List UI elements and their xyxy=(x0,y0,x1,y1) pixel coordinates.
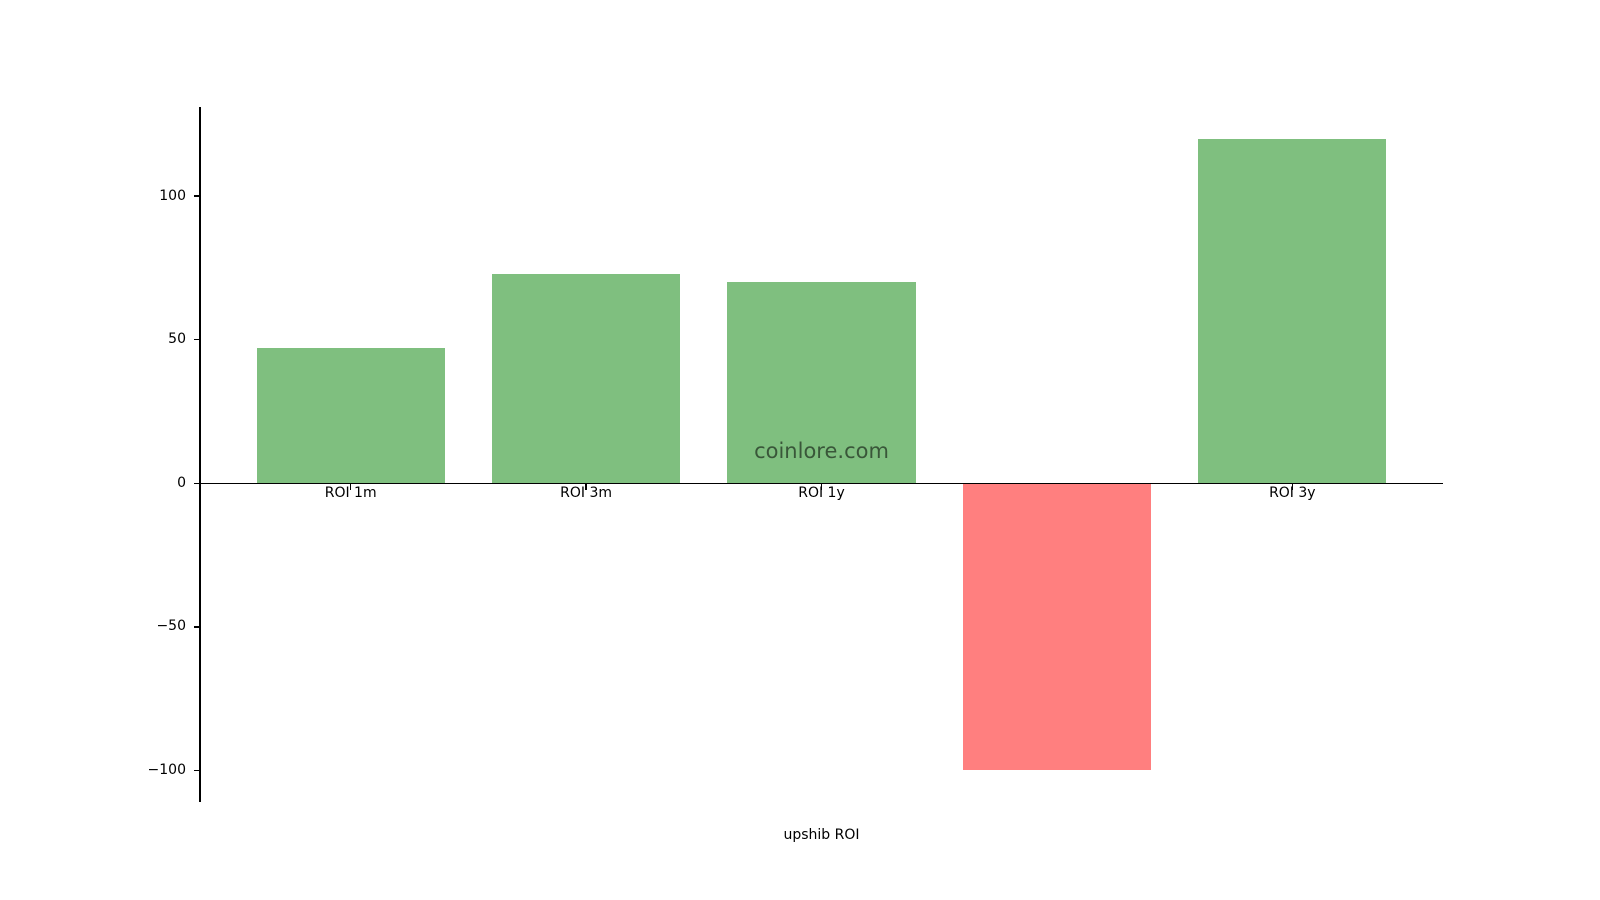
x-tick xyxy=(349,482,352,490)
x-axis-title: upshib ROI xyxy=(783,827,860,843)
bar-roi-1m xyxy=(256,348,445,484)
bar-roi-3y xyxy=(1198,138,1387,484)
y-tick-label: −50 xyxy=(156,618,186,635)
bar-category-3 xyxy=(962,483,1152,771)
y-tick xyxy=(193,482,200,484)
bar-roi-1y xyxy=(727,282,916,484)
y-tick xyxy=(193,626,200,628)
x-tick xyxy=(585,482,587,490)
x-tick-label: ROI 3m xyxy=(560,484,613,501)
y-axis-spine xyxy=(199,107,201,802)
x-axis-zero-line xyxy=(200,482,1443,484)
x-tick xyxy=(820,482,823,490)
y-tick xyxy=(193,195,200,197)
y-tick-label: 50 xyxy=(168,331,186,348)
x-tick-label: ROI 1y xyxy=(798,484,845,501)
y-tick xyxy=(193,338,200,341)
bar-roi-3m xyxy=(491,273,681,484)
y-tick-label: 100 xyxy=(159,187,186,204)
x-tick-label: ROI 1m xyxy=(324,484,377,501)
x-tick-label: ROI 3y xyxy=(1269,484,1316,501)
y-tick-label: 0 xyxy=(177,474,186,491)
x-tick xyxy=(1291,482,1294,490)
y-tick xyxy=(193,769,200,772)
y-tick-label: −100 xyxy=(147,761,186,778)
watermark-text: coinlore.com xyxy=(754,439,889,463)
